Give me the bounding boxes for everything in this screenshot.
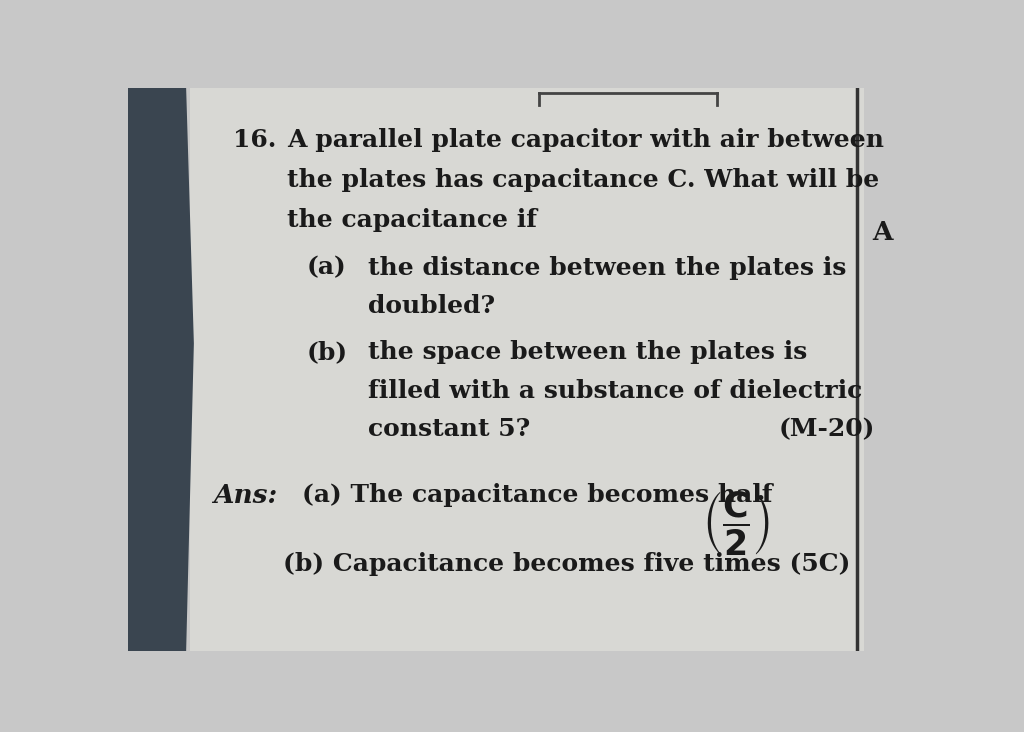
Text: Ans:: Ans: [213, 483, 278, 508]
Text: the plates has capacitance C. What will be: the plates has capacitance C. What will … [287, 168, 880, 192]
Text: (a): (a) [306, 255, 346, 280]
Text: (M-20): (M-20) [779, 417, 876, 441]
Text: (b) Capacitance becomes five times (5C): (b) Capacitance becomes five times (5C) [283, 552, 850, 576]
Text: the distance between the plates is: the distance between the plates is [369, 255, 847, 280]
Text: constant 5?: constant 5? [369, 417, 530, 441]
Text: doubled?: doubled? [369, 294, 496, 318]
Text: A: A [872, 220, 893, 245]
Text: filled with a substance of dielectric: filled with a substance of dielectric [369, 379, 862, 403]
Bar [190, 88, 864, 651]
Polygon shape [128, 88, 194, 651]
Text: $\left(\dfrac{\mathbf{C}}{\mathbf{2}}\right)$: $\left(\dfrac{\mathbf{C}}{\mathbf{2}}\ri… [701, 489, 770, 557]
Text: .: . [756, 479, 765, 506]
Text: A parallel plate capacitor with air between: A parallel plate capacitor with air betw… [287, 128, 884, 152]
Text: (a) The capacitance becomes half: (a) The capacitance becomes half [302, 483, 773, 507]
Text: 16.: 16. [232, 128, 276, 152]
Text: (b): (b) [306, 340, 347, 365]
Text: the capacitance if: the capacitance if [287, 208, 537, 232]
Text: the space between the plates is: the space between the plates is [369, 340, 808, 365]
